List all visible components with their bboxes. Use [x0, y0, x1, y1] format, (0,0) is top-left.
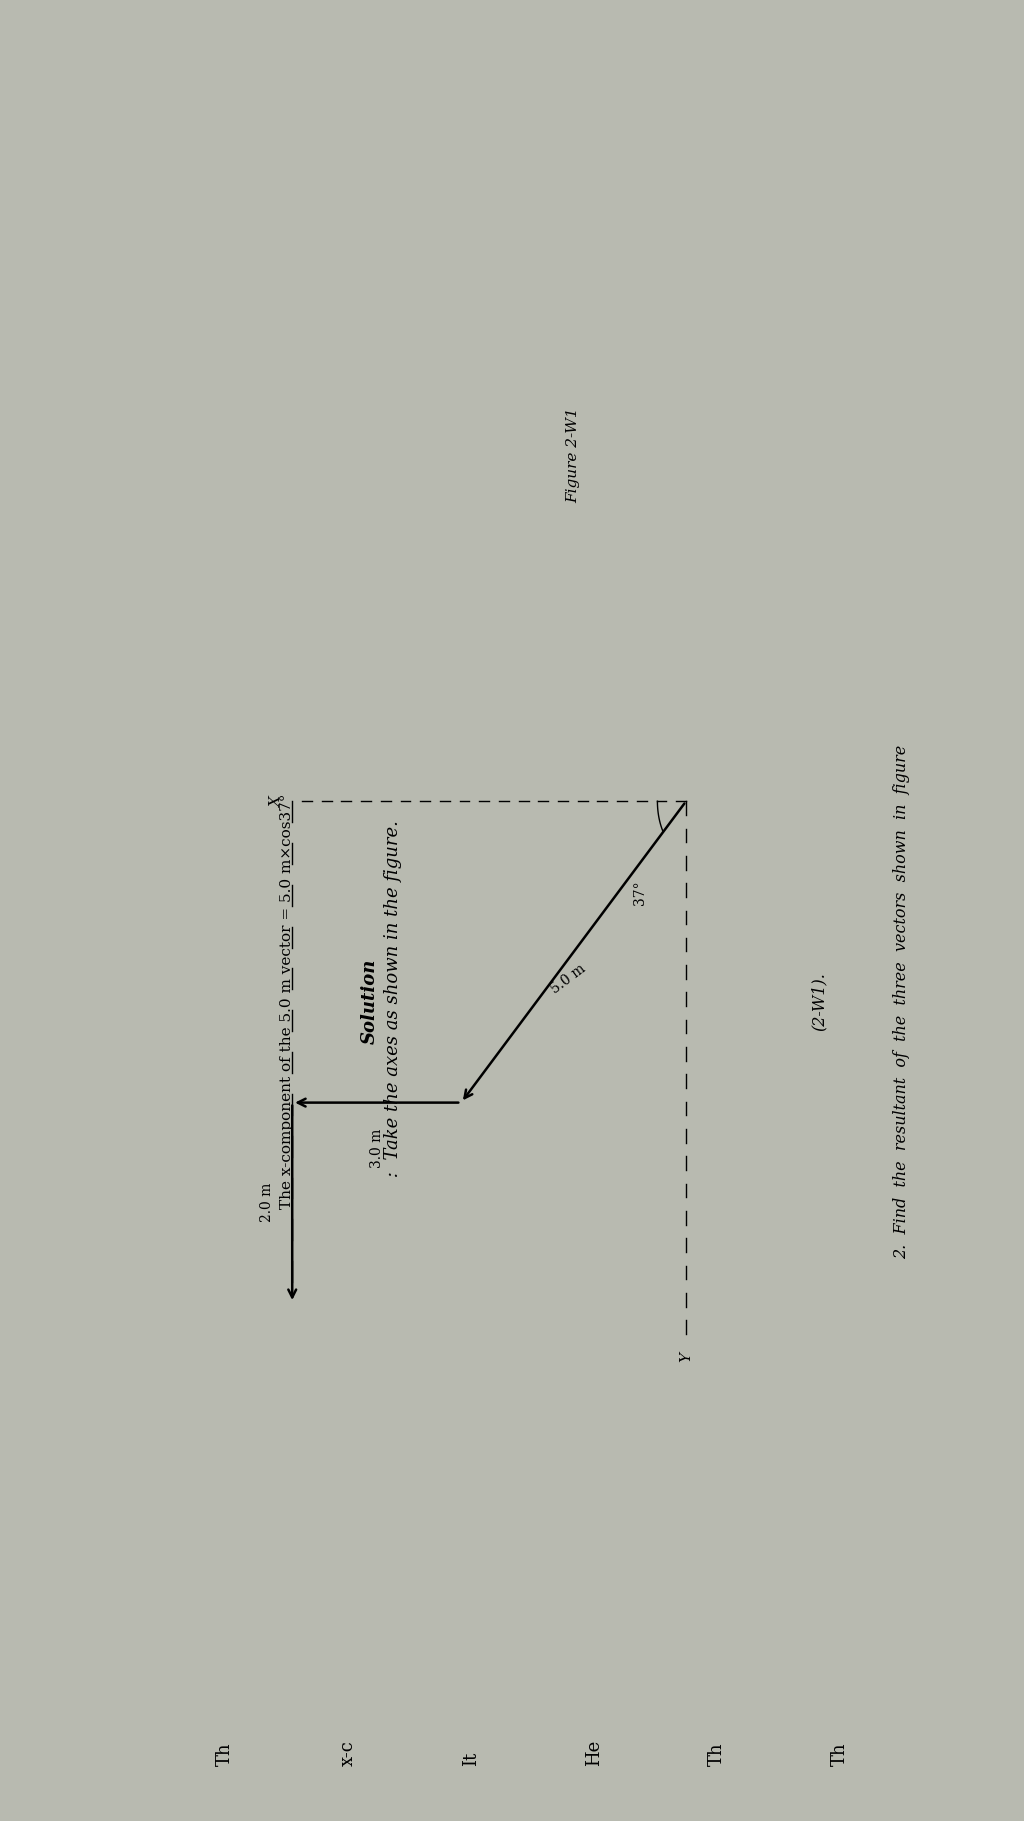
Text: The x-component of the 5.0 m vector = 5.0 m×cos37°: The x-component of the 5.0 m vector = 5.…	[280, 794, 294, 1209]
Text: x-c: x-c	[339, 1741, 357, 1766]
Text: It: It	[462, 1752, 480, 1766]
Text: 2.0 m: 2.0 m	[260, 1184, 273, 1222]
Text: Th: Th	[216, 1743, 234, 1766]
Text: 2.  Find  the  resultant  of  the  three  vectors  shown  in  figure: 2. Find the resultant of the three vecto…	[893, 745, 909, 1258]
Text: Solution: Solution	[360, 960, 379, 1043]
Text: (2-W1).: (2-W1).	[811, 972, 827, 1031]
Text: 3.0 m: 3.0 m	[370, 1129, 384, 1167]
Text: Y: Y	[679, 1351, 693, 1362]
Text: X: X	[270, 796, 284, 807]
Text: 37°: 37°	[633, 880, 647, 905]
Text: :  Take the axes as shown in the figure.: : Take the axes as shown in the figure.	[384, 819, 402, 1184]
Text: He: He	[585, 1741, 603, 1766]
Text: Th: Th	[708, 1743, 726, 1766]
Text: Figure 2-W1: Figure 2-W1	[566, 408, 581, 503]
Text: 5.0 m: 5.0 m	[549, 961, 589, 996]
Text: Th: Th	[830, 1743, 849, 1766]
